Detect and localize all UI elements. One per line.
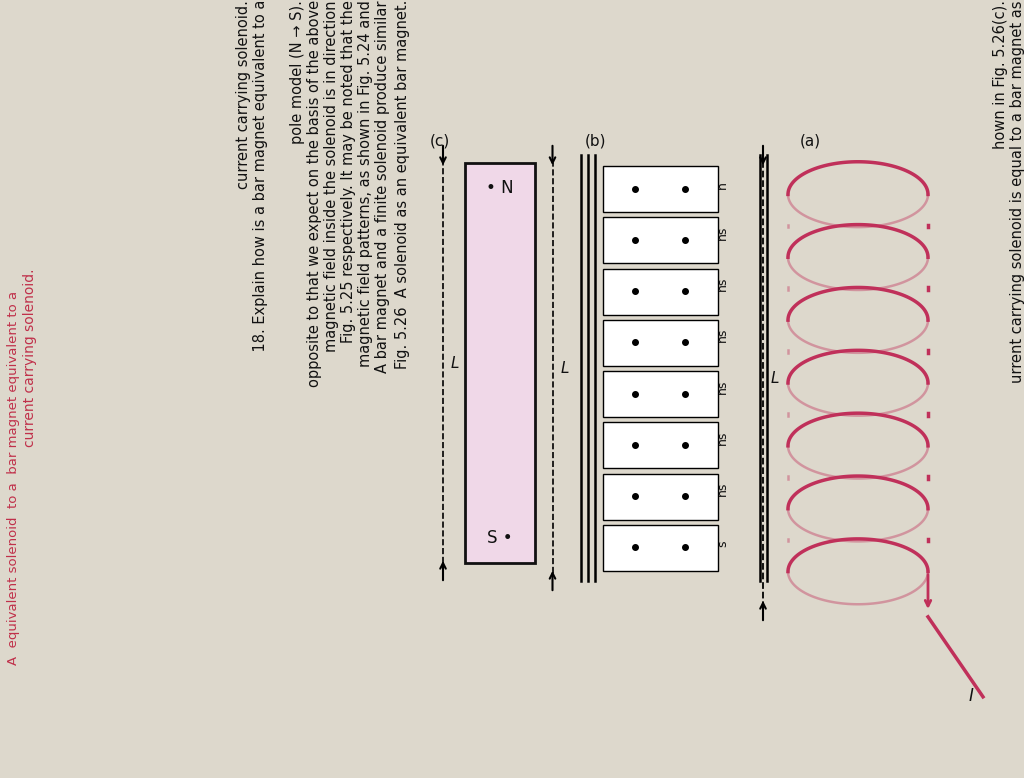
Text: (b): (b) <box>585 133 606 148</box>
Text: ns: ns <box>716 226 729 240</box>
Bar <box>602 320 718 366</box>
Bar <box>602 217 718 264</box>
Bar <box>602 474 718 520</box>
Text: L: L <box>560 360 569 376</box>
Bar <box>465 163 535 563</box>
Bar <box>602 422 718 468</box>
Text: magnetic field patterns, as shown in Fig. 5.24 and: magnetic field patterns, as shown in Fig… <box>358 0 373 367</box>
Text: ns: ns <box>716 482 729 496</box>
Text: magnetic field inside the solenoid is in direction: magnetic field inside the solenoid is in… <box>324 0 339 352</box>
Text: (c): (c) <box>430 133 451 148</box>
Text: urrent carrying solenoid is equal to a bar magnet as: urrent carrying solenoid is equal to a b… <box>1010 0 1024 383</box>
Text: I: I <box>969 687 974 705</box>
Bar <box>602 525 718 571</box>
Text: L: L <box>451 356 460 370</box>
Text: (a): (a) <box>800 133 820 148</box>
Text: S •: S • <box>487 529 513 547</box>
Text: 18. Explain how is a bar magnet equivalent to a: 18. Explain how is a bar magnet equivale… <box>253 0 268 370</box>
Bar <box>602 268 718 314</box>
Text: n: n <box>716 180 729 188</box>
Text: Fig. 5.25 respectively. It may be noted that the: Fig. 5.25 respectively. It may be noted … <box>341 0 356 343</box>
Text: • N: • N <box>486 179 514 197</box>
Text: opposite to that we expect on the basis of the above: opposite to that we expect on the basis … <box>307 0 322 387</box>
Bar <box>602 166 718 212</box>
Bar <box>602 371 718 417</box>
Text: pole model (N → S).: pole model (N → S). <box>290 0 305 144</box>
Text: hown in Fig. 5.26(c).: hown in Fig. 5.26(c). <box>993 0 1008 149</box>
Text: ns: ns <box>716 379 729 394</box>
Text: A  equivalent solenoid  to a  bar magnet equivalent to a: A equivalent solenoid to a bar magnet eq… <box>7 291 20 665</box>
Text: L: L <box>771 370 779 386</box>
Text: ns: ns <box>716 430 729 445</box>
Text: Fig. 5.26  A solenoid as an equivalent bar magnet.: Fig. 5.26 A solenoid as an equivalent ba… <box>395 0 410 370</box>
Text: current carrying solenoid.: current carrying solenoid. <box>23 268 37 447</box>
Text: A bar magnet and a finite solenoid produce similar: A bar magnet and a finite solenoid produ… <box>375 0 390 373</box>
Text: ns: ns <box>716 277 729 291</box>
Text: ns: ns <box>716 328 729 342</box>
Text: s: s <box>716 541 729 548</box>
Text: current carrying solenoid.: current carrying solenoid. <box>236 0 251 189</box>
